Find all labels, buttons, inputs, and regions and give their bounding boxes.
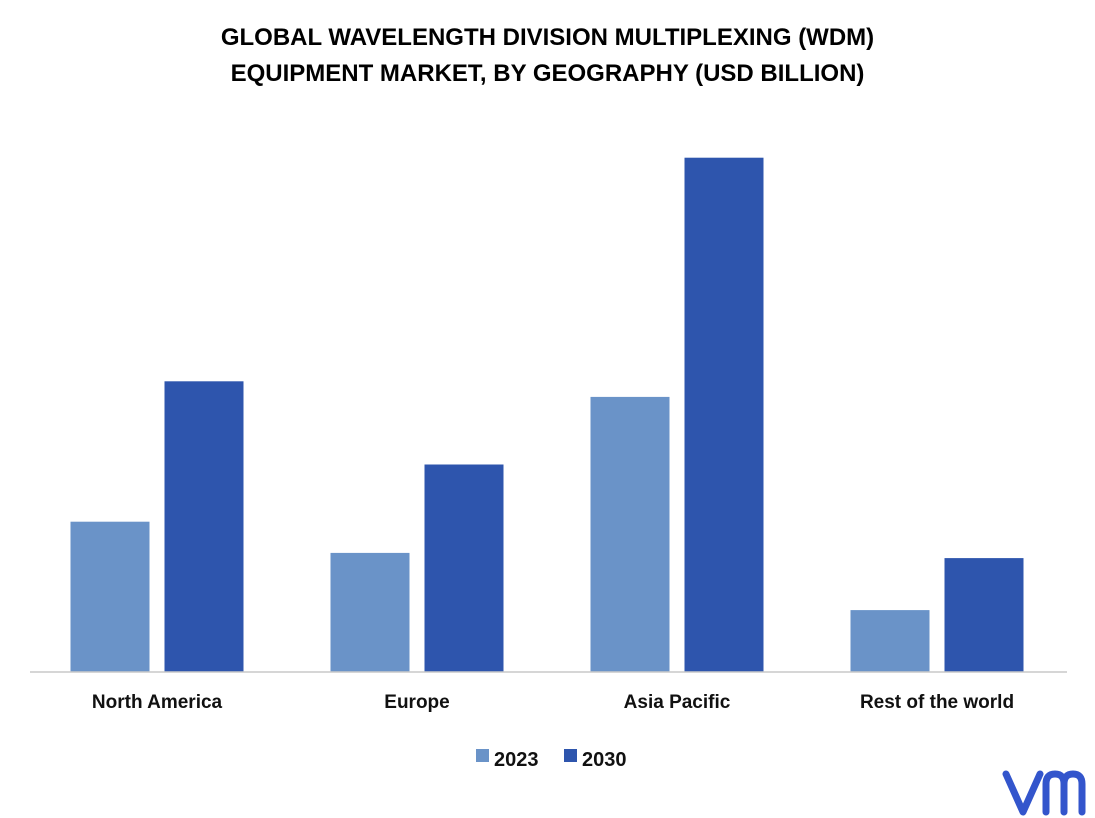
category-labels: North America Europe Asia Pacific Rest of t… <box>92 692 1014 713</box>
bar-europe-2023 <box>329 551 411 673</box>
legend-swatch-2030 <box>564 749 577 762</box>
chart-title-line-2: EQUIPMENT MARKET, BY GEOGRAPHY (USD BILL… <box>230 60 865 87</box>
legend: 2023 2030 <box>476 749 627 771</box>
bar-europe-2030 <box>423 463 505 673</box>
vmr-logo <box>1002 770 1086 816</box>
category-label-europe: Europe <box>384 692 449 713</box>
bar-asia-pacific-2030 <box>683 156 765 673</box>
category-label-asia-pacific: Asia Pacific <box>624 692 731 713</box>
legend-label-2030: 2030 <box>582 749 627 771</box>
bar-north-america-2023 <box>69 520 151 673</box>
category-label-north-america: North America <box>92 692 223 713</box>
bar-rest-of-the-world-2030 <box>943 557 1025 673</box>
legend-label-2023: 2023 <box>494 749 539 771</box>
category-label-rest-of-the-world: Rest of the world <box>860 692 1014 713</box>
bar-north-america-2030 <box>163 380 245 673</box>
bars-layer <box>69 156 1025 673</box>
legend-swatch-2023 <box>476 749 489 762</box>
chart-title: GLOBAL WAVELENGTH DIVISION MULTIPLEXING … <box>0 20 1095 92</box>
bar-asia-pacific-2023 <box>589 395 671 673</box>
chart-title-line-1: GLOBAL WAVELENGTH DIVISION MULTIPLEXING … <box>220 24 875 51</box>
bar-rest-of-the-world-2023 <box>849 609 931 673</box>
